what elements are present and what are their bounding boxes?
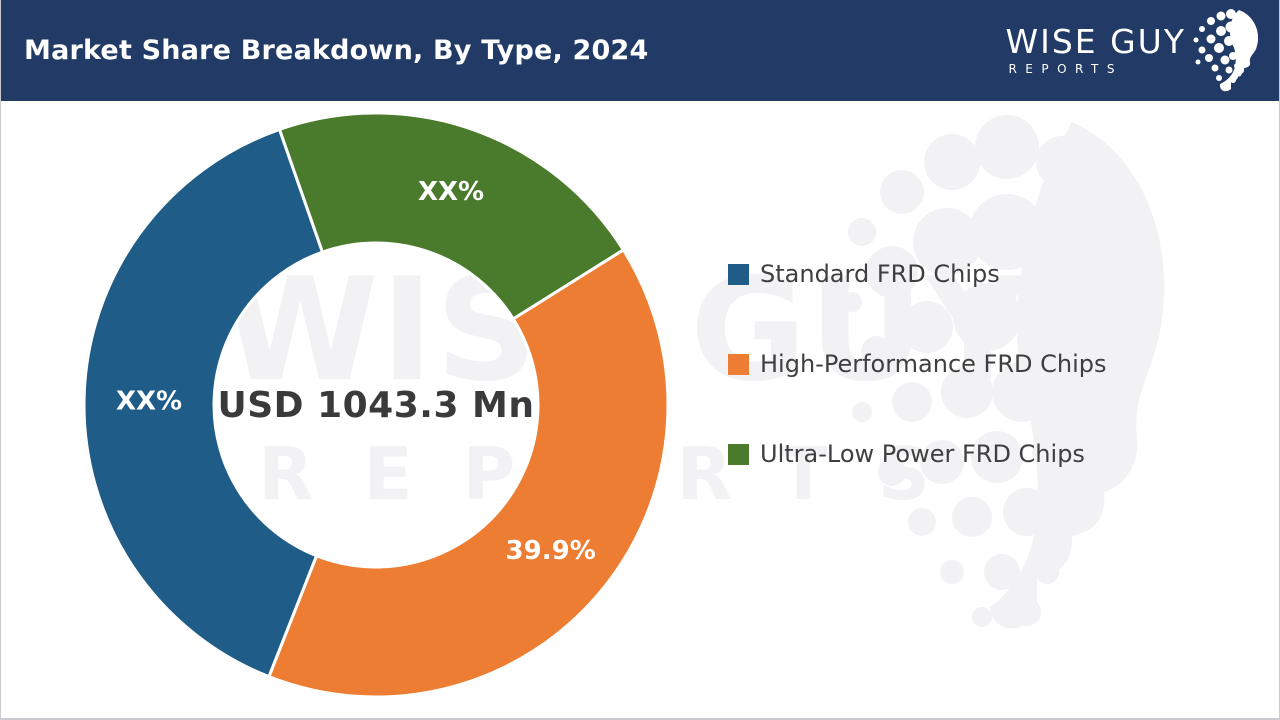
- segment-value-label: XX%: [116, 387, 182, 417]
- legend-item-high-performance-frd-chips: High-Performance FRD Chips: [728, 349, 1107, 379]
- wise-guy-logo: WISE GUY REPORTS: [1005, 8, 1262, 94]
- donut-segment-0: [82, 127, 324, 679]
- page-title: Market Share Breakdown, By Type, 2024: [24, 35, 649, 66]
- logo-subtitle: REPORTS: [1008, 62, 1123, 76]
- logo-text: WISE GUY REPORTS: [1005, 25, 1186, 76]
- report-header: Market Share Breakdown, By Type, 2024 WI…: [0, 0, 1280, 101]
- logo-head-icon: [1193, 8, 1259, 91]
- legend-swatch-green: [728, 443, 749, 465]
- donut-chart: XX% 39.9% XX%: [82, 111, 670, 699]
- segment-value-label: 39.9%: [506, 536, 596, 566]
- chart-legend: Standard FRD Chips High-Performance FRD …: [728, 259, 1107, 469]
- legend-item-standard-frd-chips: Standard FRD Chips: [728, 259, 1107, 289]
- watermark-head-icon: [842, 115, 1165, 629]
- segment-value-label: XX%: [418, 177, 484, 207]
- legend-label: High-Performance FRD Chips: [760, 350, 1107, 378]
- legend-label: Ultra-Low Power FRD Chips: [760, 440, 1085, 468]
- donut-segment-1: [267, 248, 670, 699]
- donut-segment-2: [277, 111, 625, 321]
- donut-chart-container: XX% 39.9% XX% USD 1043.3 Mn: [76, 105, 676, 705]
- logo-wordmark: WISE GUY: [1005, 22, 1186, 61]
- legend-swatch-blue: [728, 263, 749, 285]
- legend-swatch-orange: [728, 353, 749, 375]
- chart-center-value: USD 1043.3 Mn: [217, 384, 535, 426]
- legend-item-ultra-low-power-frd-chips: Ultra-Low Power FRD Chips: [728, 439, 1107, 469]
- legend-label: Standard FRD Chips: [760, 260, 1000, 288]
